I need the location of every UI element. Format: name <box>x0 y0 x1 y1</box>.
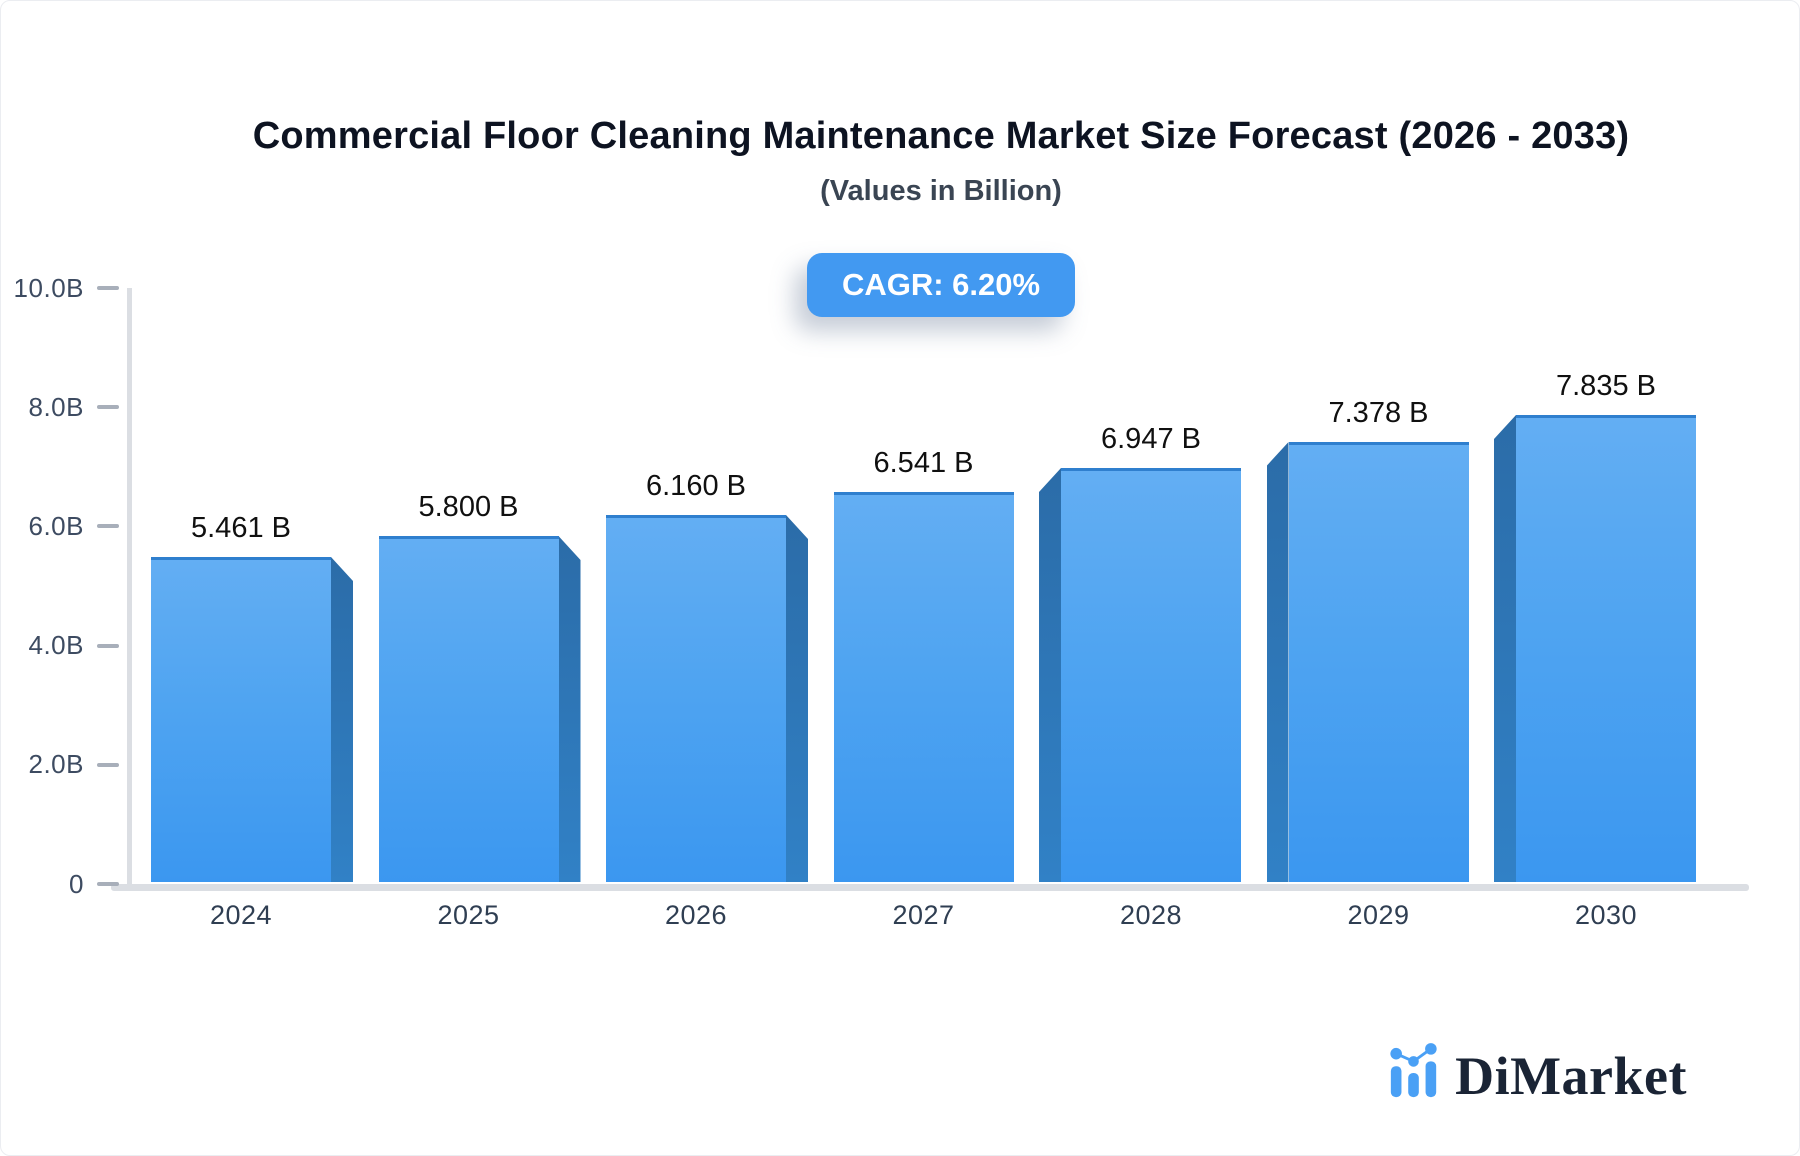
y-tick-label: 8.0B <box>28 391 84 422</box>
y-tick-mark <box>97 286 119 290</box>
y-tick: 2.0B <box>1 748 119 782</box>
bar-2025: 5.800 B <box>378 491 581 882</box>
chart-subtitle: (Values in Billion) <box>820 175 1062 207</box>
bar-value-label: 6.160 B <box>646 470 746 502</box>
bar-2029: 7.378 B <box>1266 397 1469 882</box>
x-axis-line <box>111 884 1749 891</box>
title-row: Commercial Floor Cleaning Maintenance Ma… <box>83 113 1799 159</box>
badge-row: CAGR: 6.20% <box>83 253 1799 317</box>
y-tick: 0 <box>1 867 119 901</box>
bar-2030: 7.835 B <box>1494 370 1696 882</box>
x-tick-label: 2029 <box>1347 900 1410 930</box>
dimarket-logo-icon <box>1390 1043 1437 1098</box>
bar-value-label: 7.835 B <box>1556 370 1656 402</box>
x-tick-label: 2030 <box>1574 900 1638 930</box>
bar-2024: 5.461 B <box>151 512 353 882</box>
bar-side-face <box>558 536 581 882</box>
bar-face <box>1288 442 1469 882</box>
y-tick-mark <box>97 405 119 410</box>
page-title: Commercial Floor Cleaning Maintenance Ma… <box>252 115 1630 157</box>
y-tick-label: 10.0B <box>13 272 84 303</box>
bar-side-face <box>1266 442 1289 882</box>
y-tick-label: 4.0B <box>28 630 84 661</box>
x-tick-label: 2026 <box>664 900 728 930</box>
bar-value-label: 7.378 B <box>1328 397 1429 429</box>
y-tick-label: 2.0B <box>28 749 84 780</box>
bar-face <box>1061 468 1241 882</box>
bar-value-label: 6.541 B <box>873 447 974 479</box>
brand-wordmark: DiMarket <box>1455 1046 1687 1106</box>
y-tick-label: 6.0B <box>28 510 84 541</box>
x-tick-label: 2027 <box>892 900 955 930</box>
y-axis-line <box>127 288 132 890</box>
bar-value-label: 6.947 B <box>1101 423 1201 455</box>
x-tick-label: 2028 <box>1119 900 1183 930</box>
x-tick-label: 2024 <box>209 900 273 930</box>
bar-face <box>378 536 559 882</box>
x-tick-label: 2025 <box>437 900 500 930</box>
bar-side-face <box>331 557 353 882</box>
y-tick: 8.0B <box>1 390 119 424</box>
bar-value-label: 5.800 B <box>418 491 519 523</box>
bar-2027: 6.541 B <box>833 447 1014 882</box>
y-tick-mark <box>97 524 119 529</box>
bar-face <box>151 557 331 882</box>
y-tick-mark <box>97 762 119 767</box>
y-tick-label: 0 <box>69 868 84 899</box>
y-tick: 4.0B <box>1 629 119 663</box>
bar-face <box>833 492 1014 882</box>
bar-value-label: 5.461 B <box>191 512 291 544</box>
cagr-badge: CAGR: 6.20% <box>806 253 1076 317</box>
y-tick-mark <box>97 643 119 648</box>
bar-side-face <box>1039 468 1061 882</box>
y-tick: 6.0B <box>1 509 119 543</box>
bar-face <box>606 515 786 882</box>
bar-2028: 6.947 B <box>1039 423 1241 882</box>
bar-side-face <box>1494 415 1516 882</box>
subtitle-row: (Values in Billion) <box>83 173 1799 209</box>
brand-logo: DiMarket <box>1387 1041 1687 1103</box>
bar-2026: 6.160 B <box>606 470 808 882</box>
bar-side-face <box>786 515 808 882</box>
y-tick-mark <box>97 882 119 886</box>
y-tick: 10.0B <box>1 271 119 305</box>
bar-face <box>1516 415 1696 882</box>
